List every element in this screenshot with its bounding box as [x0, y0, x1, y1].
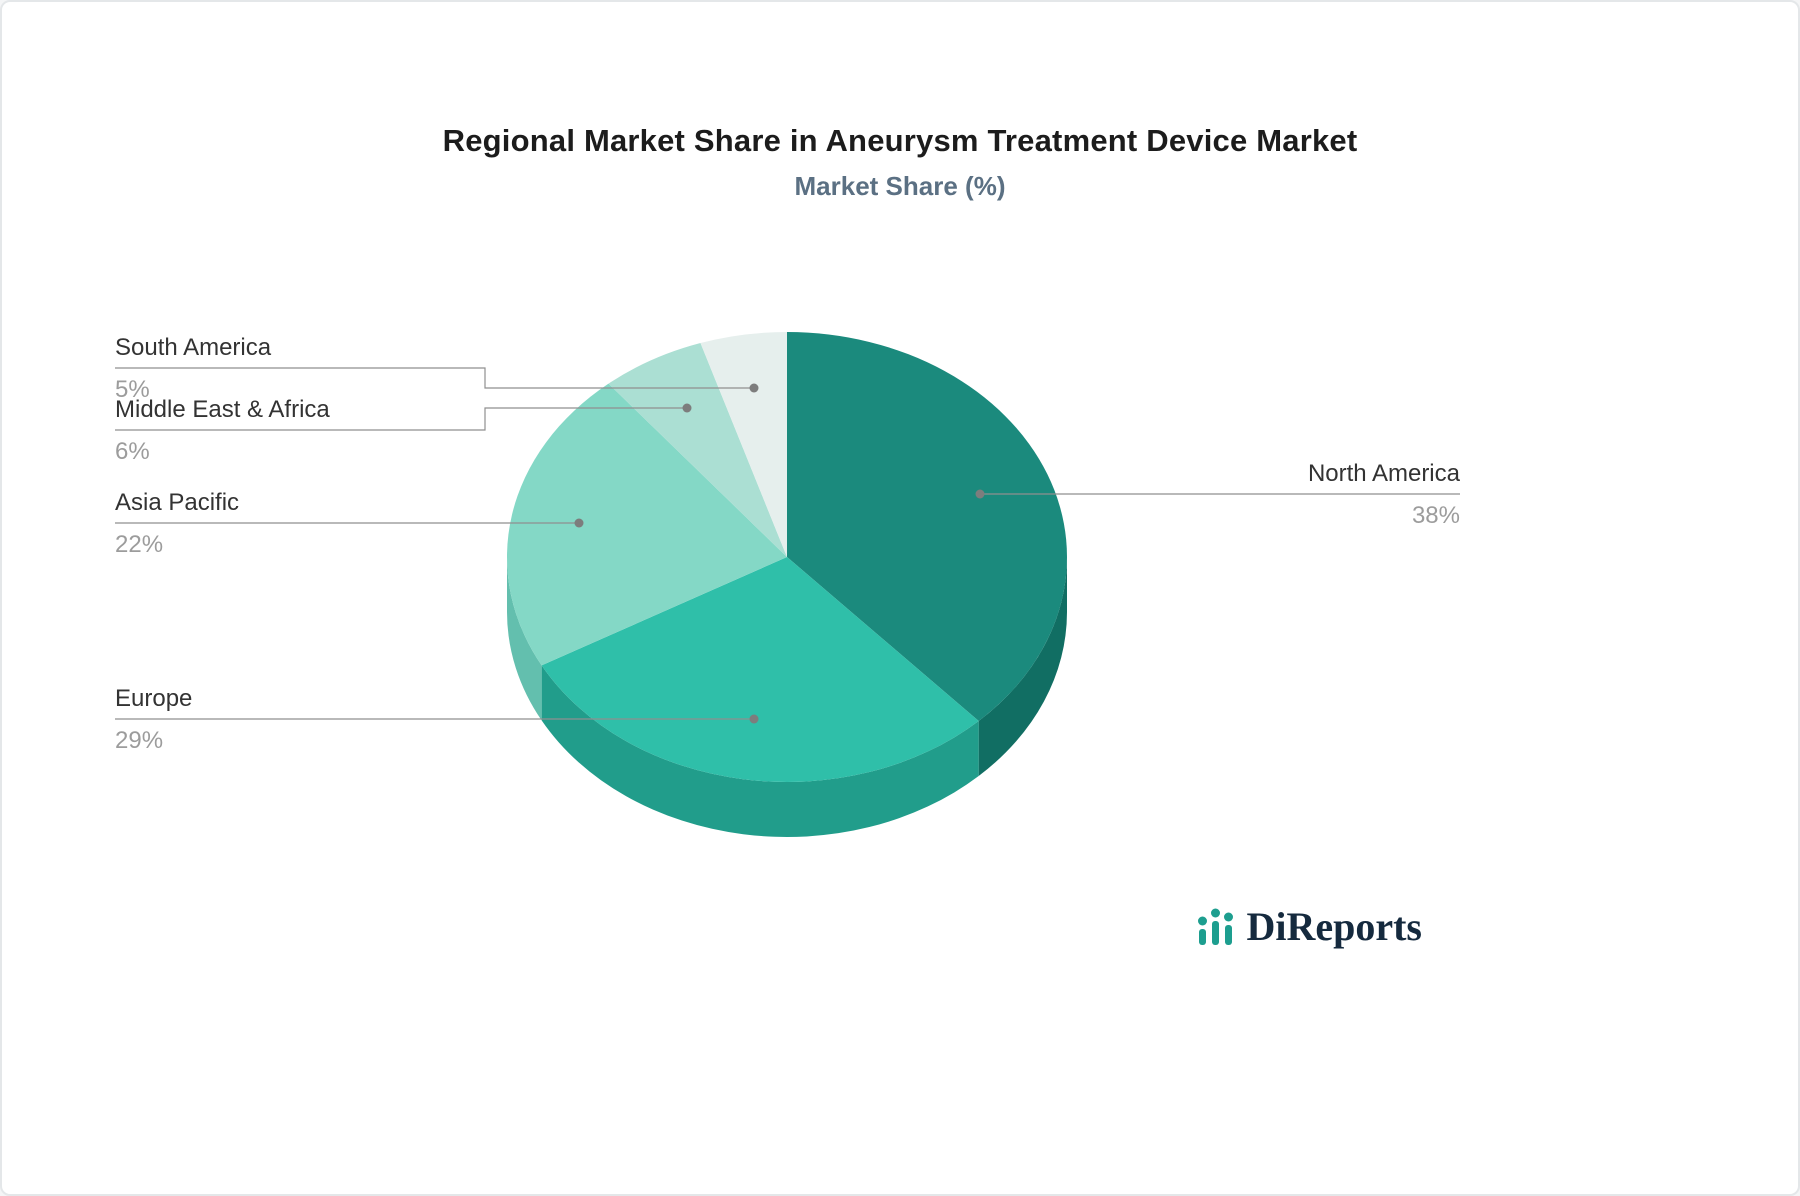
pie-slice-north-america — [787, 332, 1067, 722]
pie-slice-middle-east-africa — [608, 343, 787, 557]
pie-slice-side-asia-pacific — [507, 557, 542, 721]
callout-label-value: 6% — [115, 438, 150, 465]
callout-line-south-america — [115, 367, 754, 389]
bar-chart-icon — [1198, 908, 1234, 945]
callout-label-name: Europe — [115, 685, 193, 712]
callout-label-name: Middle East & Africa — [115, 396, 330, 423]
callout-dot-south-america — [749, 383, 759, 393]
callout-line-middle-east-africa — [115, 407, 687, 431]
pie-slice-side-europe — [541, 665, 979, 837]
callout-label-name: North America — [1307, 460, 1460, 487]
pie-slice-asia-pacific — [507, 383, 787, 666]
brand-logo: DiReports — [1194, 904, 1422, 950]
callout-label-value: 38% — [1411, 502, 1460, 529]
chart-title: Regional Market Share in Aneurysm Treatm… — [442, 123, 1358, 158]
callout-dot-north-america — [975, 489, 985, 499]
callout-label-name: Asia Pacific — [115, 489, 240, 516]
pie-slice-europe — [541, 557, 979, 783]
callout-dot-asia-pacific — [574, 518, 584, 528]
brand-name: DiReports — [1246, 904, 1422, 949]
callout-label-name: South America — [115, 334, 272, 361]
callout-label-value: 22% — [115, 531, 164, 558]
pie-slice-side-north-america — [978, 557, 1067, 777]
chart-subtitle: Market Share (%) — [794, 171, 1006, 201]
callout-label-value: 5% — [115, 376, 150, 403]
callout-dot-europe — [749, 714, 759, 724]
callout-dot-middle-east-africa — [682, 403, 692, 413]
callout-label-value: 29% — [115, 727, 164, 754]
